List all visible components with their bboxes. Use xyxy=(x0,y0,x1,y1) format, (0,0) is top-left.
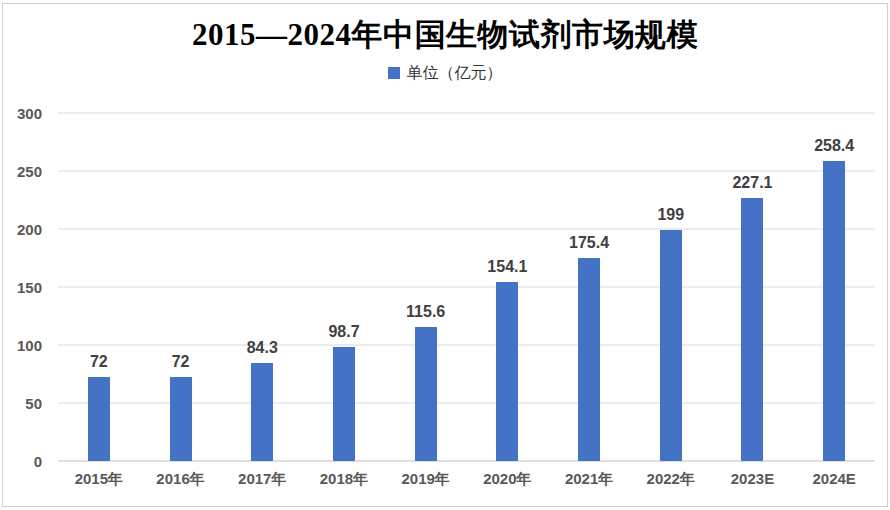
y-axis-tick-labels: 050100150200250300 xyxy=(0,113,48,461)
bar-2019年 xyxy=(415,327,437,461)
data-label-2021年: 175.4 xyxy=(569,234,609,252)
bar-slot-2024E: 258.4 xyxy=(793,113,875,461)
y-tick-label-300: 300 xyxy=(17,105,42,122)
x-label-2020年: 2020年 xyxy=(467,470,549,489)
bar-slot-2018年: 98.7 xyxy=(303,113,385,461)
data-label-2015年: 72 xyxy=(90,353,108,371)
data-label-2022年: 199 xyxy=(657,206,684,224)
y-tick-label-50: 50 xyxy=(25,395,42,412)
bar-slot-2019年: 115.6 xyxy=(385,113,467,461)
data-label-2019年: 115.6 xyxy=(406,303,445,321)
legend: 单位（亿元） xyxy=(0,63,890,83)
x-label-2019年: 2019年 xyxy=(385,470,467,489)
y-tick-label-250: 250 xyxy=(17,163,42,180)
x-label-2015年: 2015年 xyxy=(58,470,140,489)
data-label-2016年: 72 xyxy=(172,353,190,371)
y-tick-label-150: 150 xyxy=(17,279,42,296)
bar-2016年 xyxy=(170,377,192,461)
data-label-2020年: 154.1 xyxy=(487,258,527,276)
x-label-2024E: 2024E xyxy=(793,470,875,489)
chart-title: 2015—2024年中国生物试剂市场规模 xyxy=(0,14,890,56)
data-label-2023E: 227.1 xyxy=(732,174,772,192)
x-label-2018年: 2018年 xyxy=(303,470,385,489)
bar-2017年 xyxy=(251,363,273,461)
bar-slot-2022年: 199 xyxy=(630,113,712,461)
bar-2018年 xyxy=(333,347,355,461)
bar-series: 72 72 84.3 98.7 115.6 154.1 175.4 199 227.1 258.4 xyxy=(58,113,875,461)
bar-2023E xyxy=(741,198,763,461)
bar-slot-2017年: 84.3 xyxy=(221,113,303,461)
x-label-2023E: 2023E xyxy=(712,470,794,489)
bar-2024E xyxy=(823,161,845,461)
legend-swatch-icon xyxy=(388,67,400,79)
legend-label: 单位（亿元） xyxy=(407,63,503,84)
x-label-2022年: 2022年 xyxy=(630,470,712,489)
x-label-2017年: 2017年 xyxy=(221,470,303,489)
bar-2020年 xyxy=(496,282,518,461)
data-label-2017年: 84.3 xyxy=(247,339,278,357)
bar-2015年 xyxy=(88,377,110,461)
y-tick-label-100: 100 xyxy=(17,337,42,354)
x-label-2016年: 2016年 xyxy=(140,470,222,489)
bar-slot-2020年: 154.1 xyxy=(467,113,549,461)
bar-2021年 xyxy=(578,258,600,461)
data-label-2024E: 258.4 xyxy=(814,137,854,155)
bar-slot-2016年: 72 xyxy=(140,113,222,461)
y-tick-label-200: 200 xyxy=(17,221,42,238)
x-axis-labels: 2015年2016年2017年2018年2019年2020年2021年2022年… xyxy=(58,470,875,489)
bar-slot-2023E: 227.1 xyxy=(712,113,794,461)
chart-page: 2015—2024年中国生物试剂市场规模 单位（亿元） 0 50 100 150 200… xyxy=(0,0,890,510)
plot-area: 72 72 84.3 98.7 115.6 154.1 175.4 199 227.1 258.4 xyxy=(58,113,875,461)
y-tick-label-0: 0 xyxy=(34,453,42,470)
x-label-2021年: 2021年 xyxy=(548,470,630,489)
data-label-2018年: 98.7 xyxy=(328,323,359,341)
bar-2022年 xyxy=(660,230,682,461)
bar-slot-2021年: 175.4 xyxy=(548,113,630,461)
bar-slot-2015年: 72 xyxy=(58,113,140,461)
